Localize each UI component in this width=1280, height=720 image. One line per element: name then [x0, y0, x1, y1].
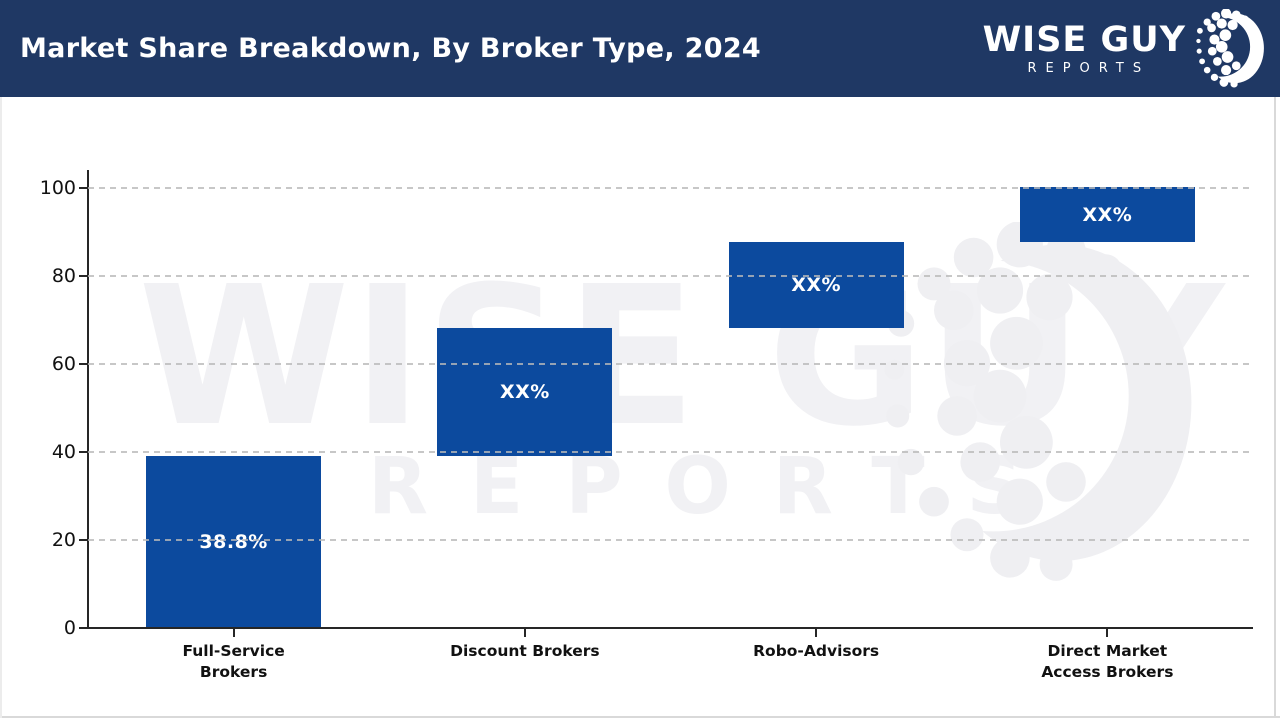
gridline: [88, 363, 1253, 365]
x-category-label-direct-market-access-brokers: Direct Market Access Brokers: [1041, 642, 1174, 681]
bar-robo-advisors: XX%: [728, 242, 904, 328]
y-tick-mark: [79, 275, 87, 277]
gridline: [88, 451, 1253, 453]
bar-value-label: XX%: [1082, 203, 1133, 226]
gridline: [88, 187, 1253, 189]
logo-wiseguy-label: WISE GUY: [982, 20, 1186, 60]
page-left-border: [0, 97, 2, 718]
x-axis-line: [87, 627, 1253, 629]
x-tick-mark: [523, 629, 526, 637]
x-category-label-robo-advisors: Robo-Advisors: [753, 642, 880, 660]
page-title: Market Share Breakdown, By Broker Type, …: [20, 33, 761, 64]
y-tick-label: 20: [51, 529, 76, 551]
y-tick-mark: [79, 363, 87, 365]
bar-value-label: XX%: [499, 381, 550, 404]
y-tick-label: 60: [51, 353, 76, 375]
bar-full-service-brokers: 38.8%: [146, 456, 322, 627]
gridline: [88, 275, 1253, 277]
y-axis-line: [87, 170, 89, 629]
bar-value-label: XX%: [791, 273, 842, 296]
x-tick-mark: [815, 629, 818, 637]
waterfall-chart: 0 20 40 60 80 100 38.8% Full-Service Brokers XX% D…: [0, 97, 1280, 717]
x-category-label-full-service-brokers: Full-Service Brokers: [182, 642, 285, 681]
wise-guy-reports-logo: WISE GUY REPORTS: [983, 8, 1266, 90]
header-bar: Market Share Breakdown, By Broker Type, …: [0, 0, 1280, 97]
gridline: [88, 539, 1253, 541]
bar-direct-market-access-brokers: XX%: [1019, 187, 1195, 242]
page-right-border: [1274, 97, 1276, 718]
y-tick-mark: [79, 451, 87, 453]
x-tick-mark: [1106, 629, 1109, 637]
y-tick-label: 80: [51, 265, 76, 287]
logo-text: WISE GUY REPORTS: [982, 20, 1186, 76]
watermark-face-logo: [884, 222, 1192, 581]
logo-reports-label: REPORTS: [1027, 61, 1151, 76]
y-tick-label: 0: [63, 617, 76, 639]
bar-discount-brokers: XX%: [437, 327, 613, 457]
y-tick-label: 40: [51, 441, 76, 463]
x-tick-mark: [232, 629, 235, 637]
bar-value-label: 38.8%: [199, 530, 268, 553]
page-bottom-border: [0, 716, 1280, 718]
logo-face-icon: [1196, 9, 1264, 88]
x-category-label-discount-brokers: Discount Brokers: [450, 642, 600, 660]
y-tick-label: 100: [39, 177, 76, 199]
y-tick-mark: [79, 187, 87, 189]
y-tick-mark: [79, 627, 87, 629]
y-tick-mark: [79, 539, 87, 541]
